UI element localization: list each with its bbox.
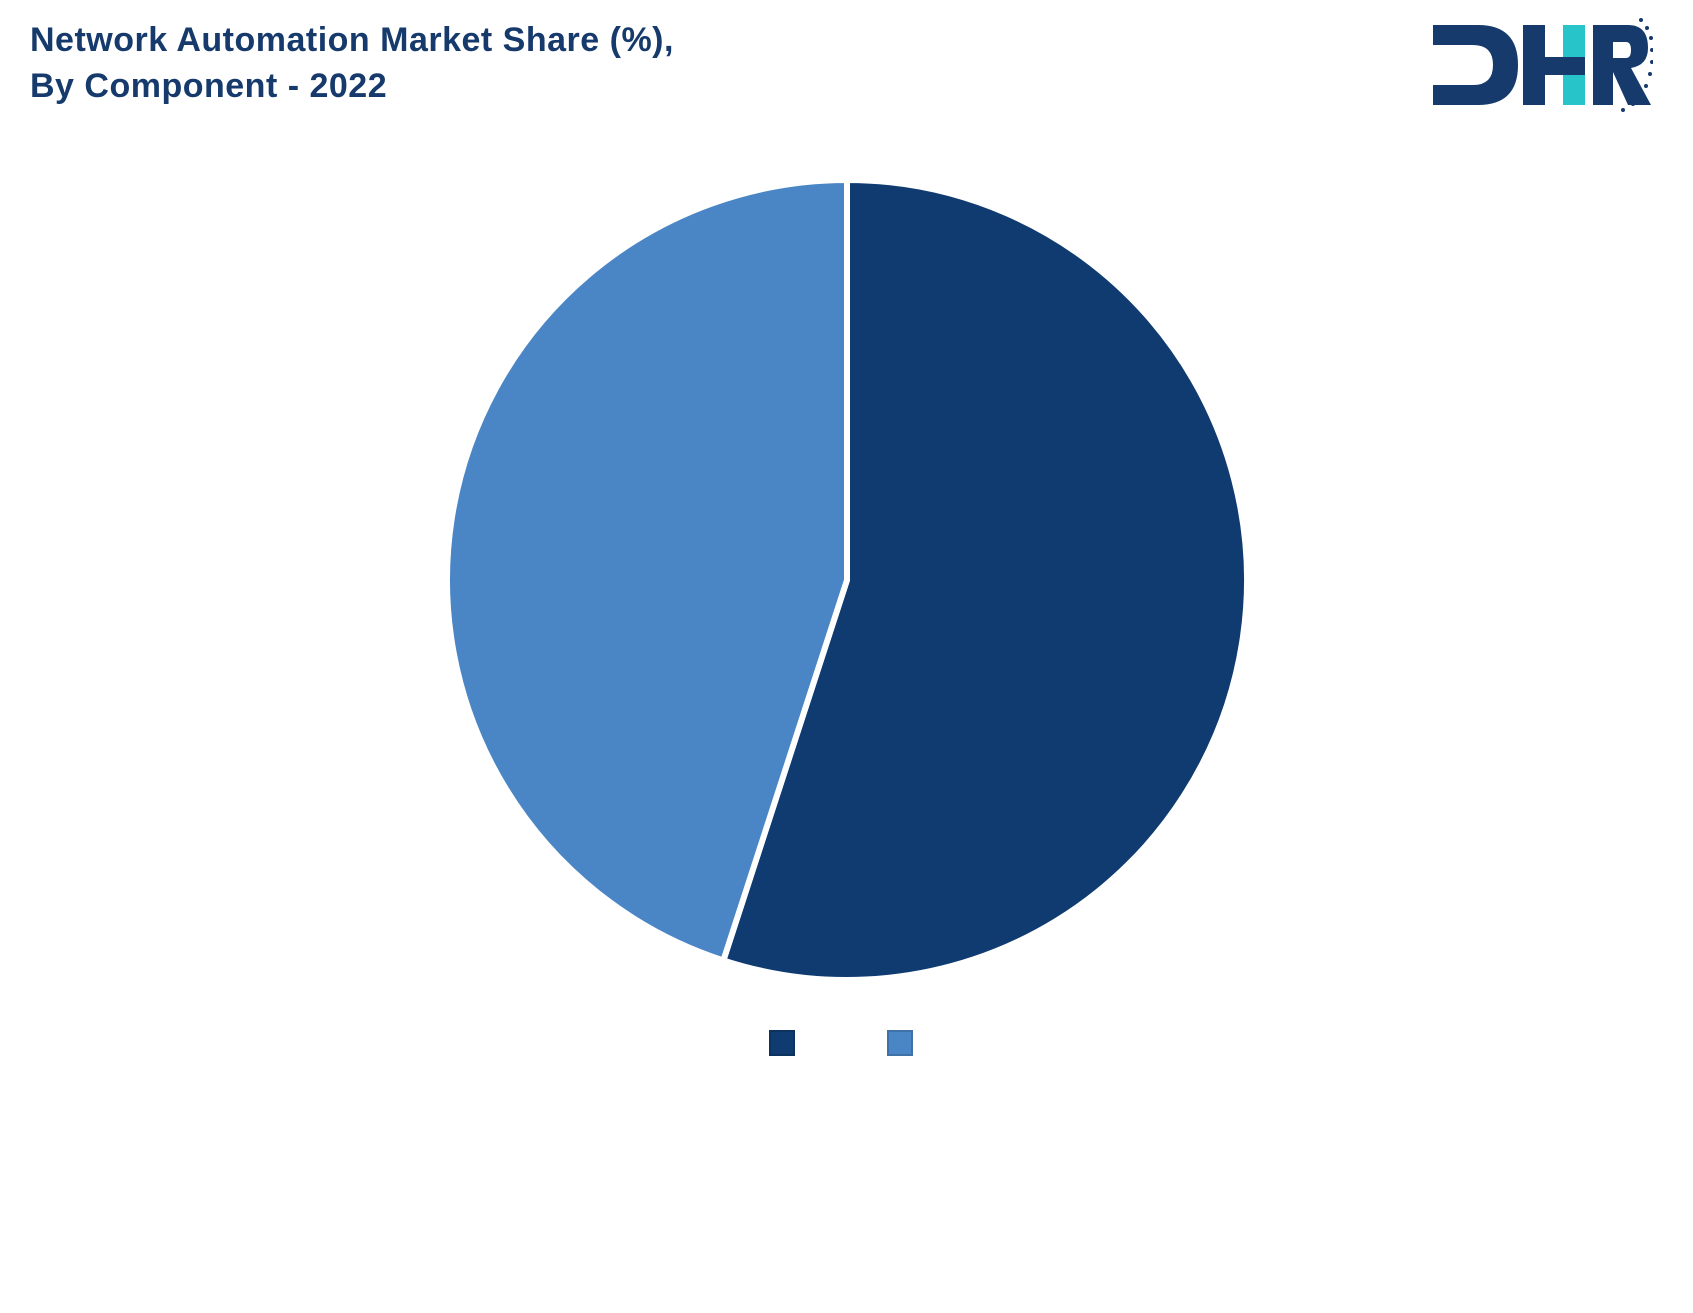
legend-swatch-0 — [769, 1030, 795, 1056]
chart-title-line2: By Component - 2022 — [30, 64, 674, 110]
dhr-logo-icon — [1423, 10, 1653, 120]
chart-area — [0, 170, 1693, 1170]
pie-chart — [437, 170, 1257, 990]
legend-swatch-1 — [887, 1030, 913, 1056]
brand-logo — [1423, 10, 1653, 120]
chart-title-block: Network Automation Market Share (%), By … — [30, 18, 674, 110]
chart-legend — [769, 1030, 925, 1056]
legend-item-0 — [769, 1030, 807, 1056]
chart-title-line1: Network Automation Market Share (%), — [30, 18, 674, 64]
legend-item-1 — [887, 1030, 925, 1056]
